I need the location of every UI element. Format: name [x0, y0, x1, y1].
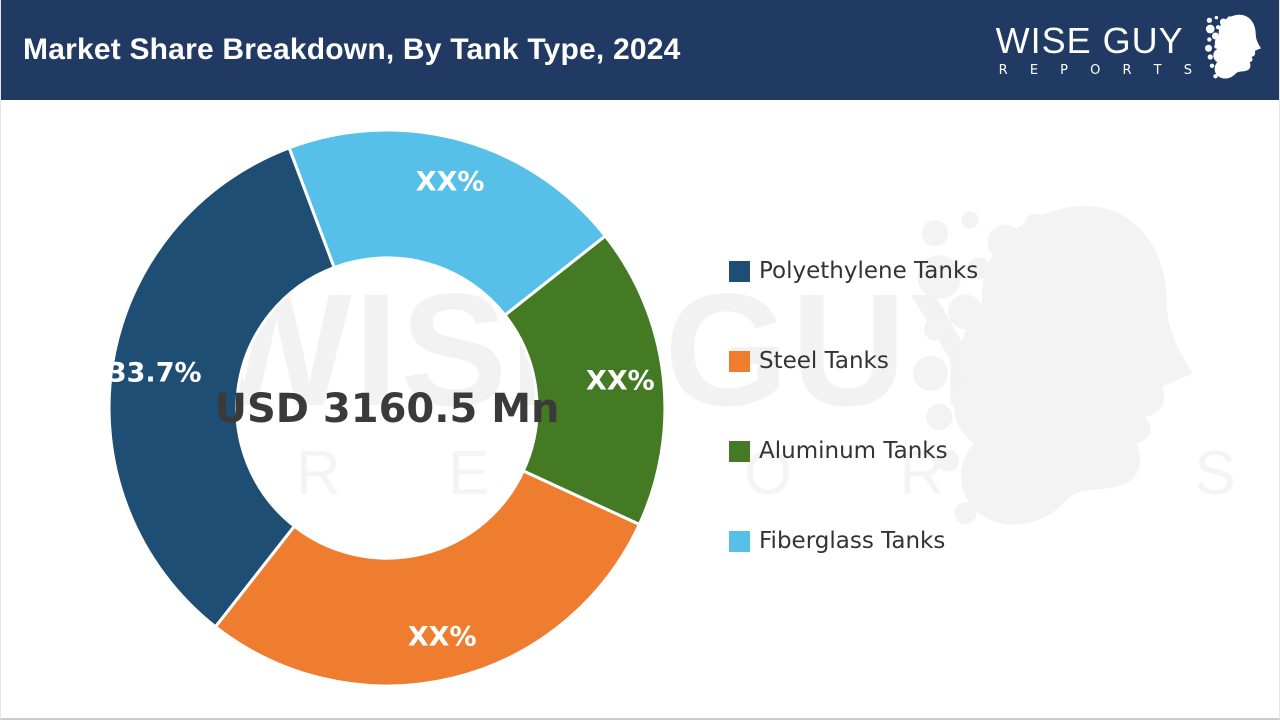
segment-label-fiberglass-tanks: XX% — [416, 167, 485, 198]
legend-item-polyethylene: Polyethylene Tanks — [729, 254, 978, 288]
legend-item-fiberglass: Fiberglass Tanks — [729, 524, 978, 558]
legend-label: Aluminum Tanks — [759, 437, 948, 464]
segment-label-polyethylene-tanks: 33.7% — [108, 357, 202, 388]
donut-segment-polyethylene-tanks — [107, 146, 336, 629]
donut-segment-fiberglass-tanks — [287, 128, 607, 317]
donut-segment-aluminum-tanks — [503, 234, 667, 526]
legend-swatch — [729, 530, 750, 552]
legend-swatch — [729, 260, 750, 282]
header-bar: Market Share Breakdown, By Tank Type, 20… — [1, 0, 1279, 100]
chart-legend: Polyethylene Tanks Steel Tanks Aluminum … — [729, 254, 978, 558]
page-title: Market Share Breakdown, By Tank Type, 20… — [23, 33, 681, 66]
brand-logo: WISE GUY R E P O R T S — [996, 11, 1261, 89]
segment-label-aluminum-tanks: XX% — [586, 365, 655, 396]
legend-label: Steel Tanks — [759, 347, 889, 374]
legend-label: Fiberglass Tanks — [759, 527, 946, 554]
legend-item-aluminum: Aluminum Tanks — [729, 434, 978, 468]
logo-head-icon — [1205, 14, 1261, 79]
segment-label-steel-tanks: XX% — [408, 621, 477, 652]
donut-chart: USD 3160.5 Mn XX% XX% XX% 33.7% — [107, 128, 667, 688]
legend-swatch — [729, 440, 750, 462]
logo-subtext: R E P O R T S — [998, 62, 1201, 78]
donut-segment-steel-tanks — [214, 469, 641, 688]
legend-item-steel: Steel Tanks — [729, 344, 978, 378]
legend-swatch — [729, 350, 750, 372]
chart-center-value: USD 3160.5 Mn — [215, 386, 560, 432]
legend-label: Polyethylene Tanks — [759, 257, 979, 284]
logo-wordmark: WISE GUY — [995, 19, 1184, 61]
